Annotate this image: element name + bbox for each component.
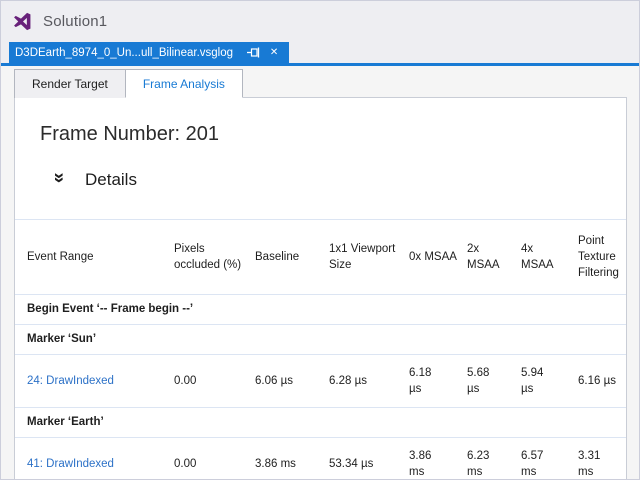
column-header: Pixels occluded (%) bbox=[174, 219, 255, 295]
value-cell: 6.28 µs bbox=[329, 354, 409, 408]
value-cell: 6.06 µs bbox=[255, 354, 329, 408]
value-cell: 5.94 µs bbox=[521, 354, 578, 408]
column-header: 4x MSAA bbox=[521, 219, 578, 295]
close-icon[interactable]: ✕ bbox=[269, 46, 279, 58]
window-title: Solution1 bbox=[43, 13, 108, 30]
group-label: Begin Event ‘-- Frame begin --’ bbox=[15, 294, 626, 325]
frame-table-body: Begin Event ‘-- Frame begin --’ Marker ‘S… bbox=[15, 294, 626, 479]
value-cell: 6.18 µs bbox=[409, 354, 467, 408]
column-header: Baseline bbox=[255, 219, 329, 295]
column-header: Point Texture Filtering bbox=[578, 219, 626, 295]
value-cell: 0.00 bbox=[174, 437, 255, 479]
value-cell: 3.31 ms bbox=[578, 437, 626, 479]
table-row: 24: DrawIndexed 0.00 6.06 µs 6.28 µs 6.18 µs… bbox=[15, 354, 626, 408]
pin-icon[interactable] bbox=[247, 47, 260, 58]
view-tabs: Render Target Frame Analysis bbox=[14, 69, 627, 98]
group-label: Marker ‘Earth’ bbox=[15, 407, 626, 438]
workspace: Render Target Frame Analysis Frame Numbe… bbox=[1, 66, 639, 479]
value-cell: 6.23 ms bbox=[467, 437, 521, 479]
table-row: 41: DrawIndexed 0.00 3.86 ms 53.34 µs 3.86 m… bbox=[15, 437, 626, 479]
document-tab-well: D3DEarth_8974_0_Un...ull_Bilinear.vsglog… bbox=[1, 42, 639, 63]
frame-analysis-table: Event Range Pixels occluded (%) Baseline 1x… bbox=[15, 219, 626, 479]
column-header: 0x MSAA bbox=[409, 219, 467, 295]
event-link[interactable]: 24: DrawIndexed bbox=[27, 375, 114, 387]
collapse-chevron-icon[interactable]: » bbox=[48, 172, 70, 184]
value-cell: 6.57 ms bbox=[521, 437, 578, 479]
group-row: Begin Event ‘-- Frame begin --’ bbox=[15, 294, 626, 325]
tab-frame-analysis[interactable]: Frame Analysis bbox=[124, 69, 243, 98]
column-header: 1x1 Viewport Size bbox=[329, 219, 409, 295]
event-link[interactable]: 41: DrawIndexed bbox=[27, 458, 114, 470]
table-header: Event Range Pixels occluded (%) Baseline 1x… bbox=[15, 219, 626, 295]
details-toggle[interactable]: » Details bbox=[15, 170, 626, 190]
value-cell: 53.34 µs bbox=[329, 437, 409, 479]
title-bar: Solution1 bbox=[1, 1, 639, 42]
frame-analysis-panel: Frame Number: 201 » Details Event Range P… bbox=[14, 97, 627, 479]
tab-render-target[interactable]: Render Target bbox=[14, 69, 126, 98]
value-cell: 3.86 ms bbox=[255, 437, 329, 479]
details-label: Details bbox=[85, 170, 137, 189]
value-cell: 6.16 µs bbox=[578, 354, 626, 408]
value-cell: 3.86 ms bbox=[409, 437, 467, 479]
column-header: 2x MSAA bbox=[467, 219, 521, 295]
document-tab[interactable]: D3DEarth_8974_0_Un...ull_Bilinear.vsglog… bbox=[9, 42, 290, 63]
column-header: Event Range bbox=[15, 219, 174, 295]
group-row: Marker ‘Sun’ bbox=[15, 324, 626, 355]
group-row: Marker ‘Earth’ bbox=[15, 407, 626, 438]
value-cell: 5.68 µs bbox=[467, 354, 521, 408]
frame-number-heading: Frame Number: 201 bbox=[40, 123, 219, 145]
tab-accent-line bbox=[1, 63, 639, 66]
group-label: Marker ‘Sun’ bbox=[15, 324, 626, 355]
visual-studio-logo-icon bbox=[14, 12, 31, 31]
document-tab-label: D3DEarth_8974_0_Un...ull_Bilinear.vsglog bbox=[15, 46, 234, 59]
value-cell: 0.00 bbox=[174, 354, 255, 408]
